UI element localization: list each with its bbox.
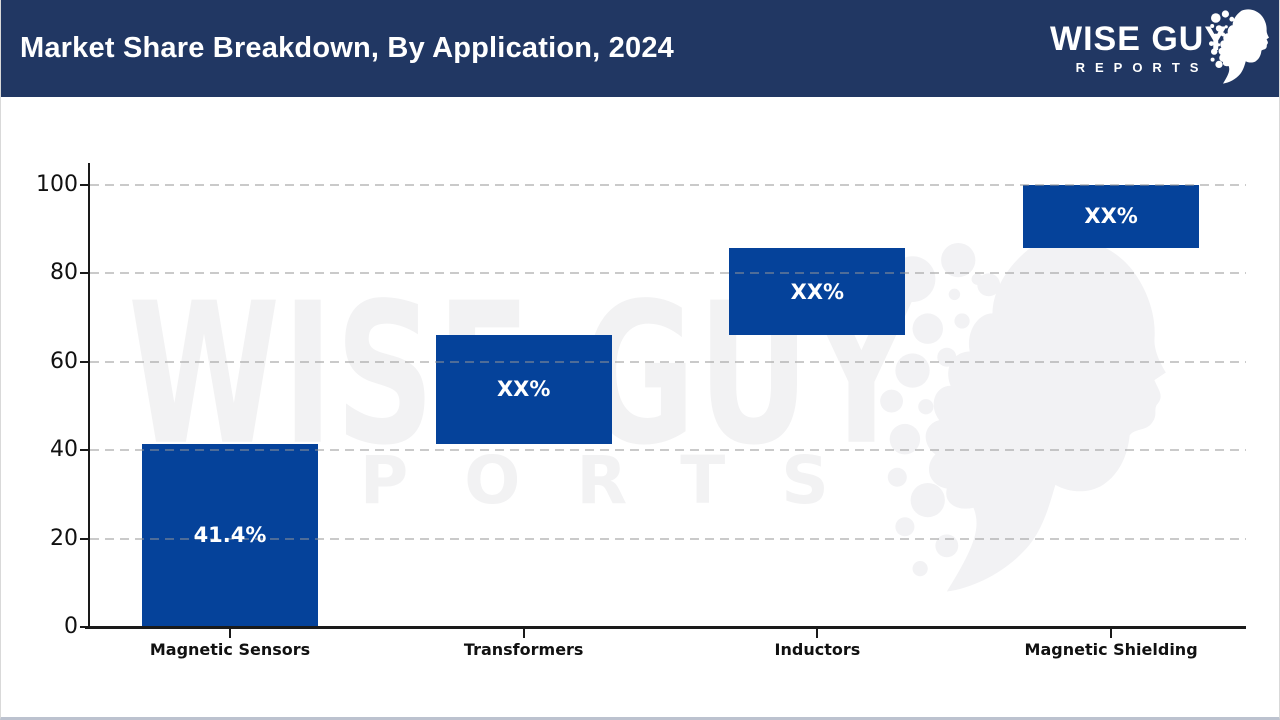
- bar-transformers: [435, 334, 612, 444]
- y-tick-40: [80, 449, 89, 451]
- y-tick-label-100: 100: [36, 171, 78, 197]
- brand-name: WISE GUY: [1050, 20, 1229, 58]
- y-axis-line: [88, 163, 90, 628]
- page-title: Market Share Breakdown, By Application, …: [20, 32, 674, 64]
- y-tick-20: [80, 537, 89, 540]
- bar-value-label-transformers: XX%: [496, 377, 551, 402]
- y-tick-60: [80, 360, 89, 363]
- y-tick-0: [80, 626, 89, 628]
- category-label-transformers: Transformers: [463, 640, 584, 659]
- category-label-magnetic-sensors: Magnetic Sensors: [149, 640, 311, 659]
- gridline-20: [90, 537, 1246, 540]
- gridline-80: [90, 272, 1246, 274]
- y-tick-label-80: 80: [50, 260, 78, 285]
- y-tick-100: [80, 183, 89, 186]
- x-tick-magnetic-sensors: [229, 629, 231, 638]
- category-label-inductors: Inductors: [774, 640, 861, 659]
- x-tick-magnetic-shielding: [1110, 629, 1113, 638]
- y-tick-label-40: 40: [50, 437, 78, 462]
- brand-logo: WISE GUY REPORTS: [1022, 6, 1272, 92]
- bar-value-label-magnetic-sensors: 41.4%: [193, 523, 267, 548]
- bar-value-label-magnetic-shielding: XX%: [1084, 204, 1138, 229]
- brand-subtitle: REPORTS: [1075, 60, 1209, 75]
- y-tick-label-60: 60: [50, 348, 78, 374]
- y-tick-80: [80, 272, 89, 274]
- bar-magnetic-shielding: [1023, 184, 1200, 249]
- bar-inductors: [729, 248, 906, 335]
- bar-value-label-inductors: XX%: [790, 279, 845, 304]
- category-label-magnetic-shielding: Magnetic Shielding: [1024, 640, 1198, 659]
- brand-face-icon: [1209, 9, 1269, 84]
- watermark-face-icon: [864, 222, 1178, 626]
- x-axis-line: [85, 626, 1246, 629]
- x-tick-inductors: [816, 629, 819, 638]
- gridline-40: [90, 449, 1246, 451]
- brand-logo-text: WISE GUY REPORTS: [1050, 22, 1228, 75]
- x-tick-transformers: [522, 629, 525, 638]
- y-tick-label-20: 20: [50, 525, 78, 551]
- header: Market Share Breakdown, By Application, …: [0, 0, 1280, 97]
- gridline-60: [90, 360, 1246, 363]
- gridline-100: [90, 183, 1246, 186]
- y-tick-label-0: 0: [64, 614, 78, 639]
- bar-magnetic-sensors: [142, 443, 318, 627]
